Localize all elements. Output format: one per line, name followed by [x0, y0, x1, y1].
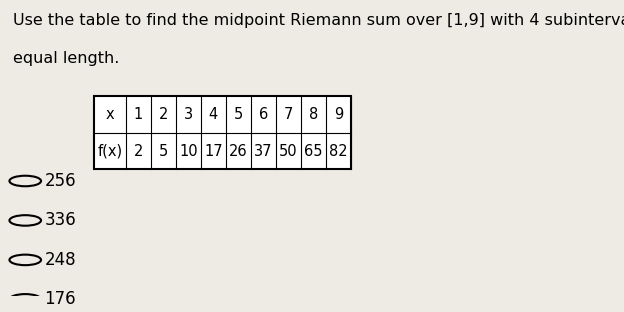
Text: 5: 5: [234, 107, 243, 122]
Text: 8: 8: [309, 107, 318, 122]
Text: 5: 5: [158, 144, 168, 158]
Text: 37: 37: [254, 144, 273, 158]
Text: 50: 50: [279, 144, 298, 158]
Text: 17: 17: [204, 144, 223, 158]
Text: f(x): f(x): [97, 144, 122, 158]
Text: 6: 6: [259, 107, 268, 122]
Text: 256: 256: [44, 172, 76, 190]
Text: 26: 26: [229, 144, 248, 158]
Text: 248: 248: [44, 251, 76, 269]
Text: x: x: [105, 107, 114, 122]
Text: 82: 82: [329, 144, 348, 158]
Text: Use the table to find the midpoint Riemann sum over [1,9] with 4 subintervals of: Use the table to find the midpoint Riema…: [13, 13, 624, 28]
Text: 65: 65: [304, 144, 323, 158]
Text: 336: 336: [44, 212, 76, 229]
Text: 176: 176: [44, 290, 76, 308]
Text: 4: 4: [208, 107, 218, 122]
Bar: [94, 96, 351, 169]
Text: 10: 10: [179, 144, 198, 158]
Text: 3: 3: [183, 107, 193, 122]
Text: 9: 9: [334, 107, 343, 122]
Text: 2: 2: [134, 144, 143, 158]
Text: 1: 1: [134, 107, 143, 122]
Text: 2: 2: [158, 107, 168, 122]
Text: equal length.: equal length.: [13, 51, 119, 66]
Text: 7: 7: [284, 107, 293, 122]
